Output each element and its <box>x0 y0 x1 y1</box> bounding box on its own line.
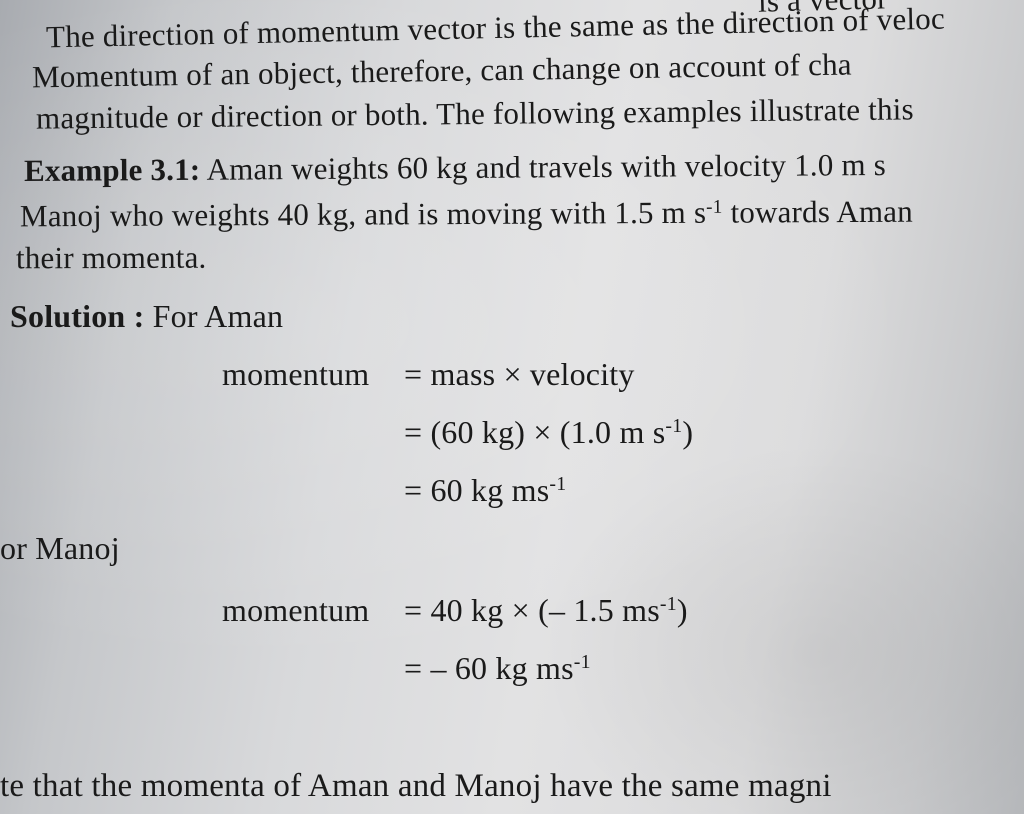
example-l2-tail: towards Aman <box>722 194 912 230</box>
solution-label: Solution : <box>10 298 144 334</box>
partial-bottom-line: te that the momenta of Aman and Manoj ha… <box>0 768 832 805</box>
example-rest-1: Aman weights 60 kg and travels with velo… <box>200 147 886 187</box>
eq2-r1a: = 40 kg × (– 1.5 ms <box>404 592 660 628</box>
para1-line2: Momentum of an object, therefore, can ch… <box>32 47 852 96</box>
eq1-r3a: = 60 kg ms <box>404 472 549 508</box>
example-l2-sup: -1 <box>706 196 723 217</box>
or-manoj: or Manoj <box>0 530 120 567</box>
eq1-lhs: momentum <box>222 356 369 393</box>
eq2-r1: = 40 kg × (– 1.5 ms-1) <box>404 592 688 629</box>
para1-line3: magnitude or direction or both. The foll… <box>36 91 914 136</box>
solution-rest: For Aman <box>144 298 283 334</box>
solution-line: Solution : For Aman <box>10 298 283 335</box>
eq2-r1-sup: -1 <box>660 593 677 615</box>
eq2-lhs: momentum <box>222 592 369 629</box>
eq1-r2: = (60 kg) × (1.0 m s-1) <box>404 414 693 451</box>
eq2-r2: = – 60 kg ms-1 <box>404 650 591 687</box>
eq2-r2a: = – 60 kg ms <box>404 650 574 686</box>
eq2-r1b: ) <box>677 592 688 628</box>
example-line3: their momenta. <box>16 240 207 277</box>
eq1-r2b: ) <box>682 414 693 450</box>
eq1-r2-sup: -1 <box>665 415 682 437</box>
example-label: Example 3.1: <box>24 152 201 188</box>
eq2-r2-sup: -1 <box>574 651 591 673</box>
eq1-r1: = mass × velocity <box>404 356 635 393</box>
example-line2: Manoj who weights 40 kg, and is moving w… <box>20 194 913 235</box>
eq1-r2a: = (60 kg) × (1.0 m s <box>404 414 665 450</box>
example-line1: Example 3.1: Aman weights 60 kg and trav… <box>24 147 886 189</box>
eq1-r3-sup: -1 <box>549 473 566 495</box>
textbook-page-scan: is a vector The direction of momentum ve… <box>0 0 1024 814</box>
example-l2-a: Manoj who weights 40 kg, and is moving w… <box>20 195 706 234</box>
eq1-r3: = 60 kg ms-1 <box>404 472 566 509</box>
